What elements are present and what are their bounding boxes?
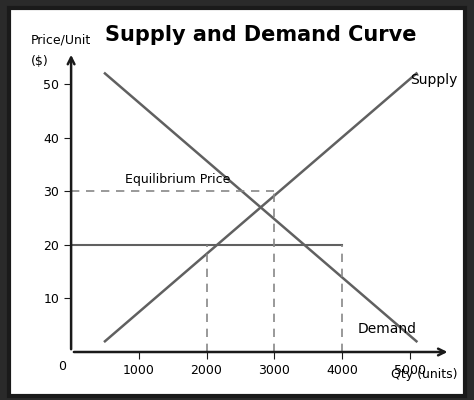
Text: Supply: Supply xyxy=(410,74,457,88)
Text: Demand: Demand xyxy=(357,322,417,336)
Text: Qty (units): Qty (units) xyxy=(391,368,457,381)
Text: Price/Unit: Price/Unit xyxy=(30,34,91,47)
Text: ($): ($) xyxy=(30,55,48,68)
Title: Supply and Demand Curve: Supply and Demand Curve xyxy=(105,25,417,45)
Text: Equilibrium Price: Equilibrium Price xyxy=(125,173,231,186)
Text: 0: 0 xyxy=(58,360,66,373)
